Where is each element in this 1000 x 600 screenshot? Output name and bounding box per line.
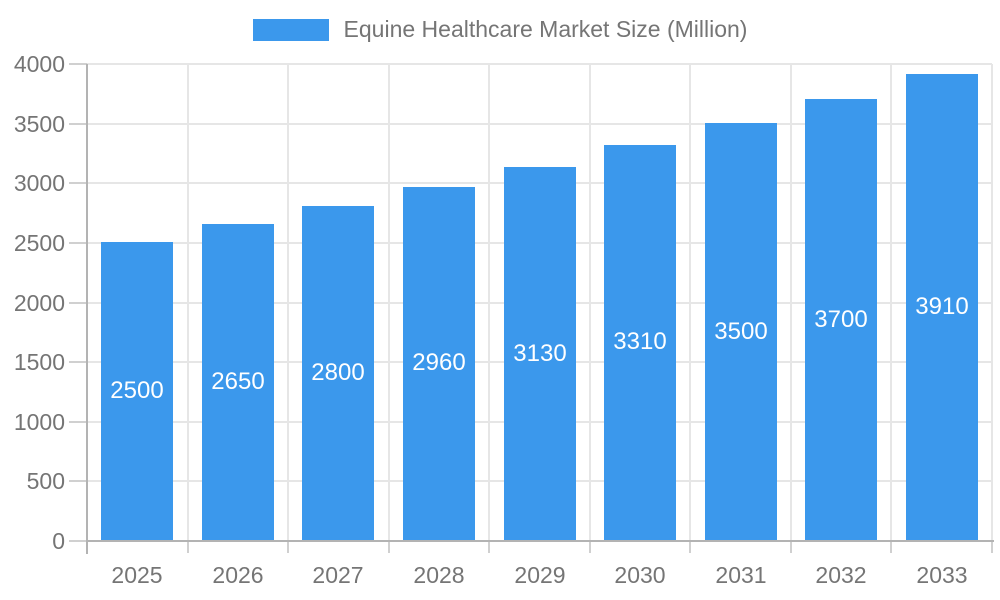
gridline — [87, 123, 992, 125]
bar-value-label: 2500 — [110, 377, 164, 404]
bar-value-label: 3700 — [814, 306, 868, 333]
bar-2028[interactable]: 2960 — [403, 187, 475, 540]
bar-value-label: 2650 — [211, 368, 265, 395]
bar-value-label: 2800 — [311, 359, 365, 386]
y-tick — [69, 242, 87, 244]
gridline — [689, 64, 691, 541]
x-axis-label: 2029 — [514, 562, 566, 588]
gridline — [287, 64, 289, 541]
x-axis-label: 2025 — [111, 562, 163, 588]
y-tick — [69, 421, 87, 423]
x-tick — [991, 541, 993, 553]
bar-2031[interactable]: 3500 — [705, 123, 777, 540]
x-axis-label: 2028 — [413, 562, 465, 588]
gridline — [790, 64, 792, 541]
x-axis-line — [86, 540, 994, 542]
x-tick — [287, 541, 289, 553]
y-tick — [69, 540, 87, 542]
y-axis-label: 0 — [52, 528, 65, 554]
gridline — [589, 64, 591, 541]
bar-2030[interactable]: 3310 — [604, 145, 676, 540]
y-axis-label: 3500 — [13, 111, 65, 137]
x-tick — [790, 541, 792, 553]
x-tick — [589, 541, 591, 553]
gridline — [388, 64, 390, 541]
bar-value-label: 3500 — [714, 318, 768, 345]
x-tick — [488, 541, 490, 553]
y-tick — [69, 123, 87, 125]
x-tick — [890, 541, 892, 553]
y-axis-label: 1000 — [13, 409, 65, 435]
bar-2029[interactable]: 3130 — [504, 167, 576, 540]
y-tick — [69, 361, 87, 363]
x-axis-label: 2030 — [614, 562, 666, 588]
x-tick — [187, 541, 189, 553]
y-tick — [69, 182, 87, 184]
x-axis-label: 2033 — [916, 562, 968, 588]
bar-value-label: 2960 — [412, 349, 466, 376]
bar-value-label: 3130 — [513, 340, 567, 367]
x-axis-label: 2031 — [715, 562, 767, 588]
gridline — [890, 64, 892, 541]
bar-value-label: 3310 — [613, 328, 667, 355]
bar-2025[interactable]: 2500 — [101, 242, 173, 540]
legend-label: Equine Healthcare Market Size (Million) — [343, 16, 748, 42]
y-tick — [69, 480, 87, 482]
x-tick — [689, 541, 691, 553]
gridline — [991, 64, 993, 541]
y-axis-label: 3000 — [13, 170, 65, 196]
bar-2027[interactable]: 2800 — [302, 206, 374, 540]
y-axis-line — [86, 64, 88, 554]
gridline — [187, 64, 189, 541]
x-axis-label: 2026 — [212, 562, 264, 588]
bar-value-label: 3910 — [915, 293, 969, 320]
y-axis-label: 2000 — [13, 290, 65, 316]
legend-swatch — [252, 18, 329, 41]
y-axis-label: 500 — [26, 468, 65, 494]
x-axis-label: 2027 — [312, 562, 364, 588]
bar-2032[interactable]: 3700 — [805, 99, 877, 540]
y-axis-label: 4000 — [13, 51, 65, 77]
gridline — [87, 63, 992, 65]
x-tick — [388, 541, 390, 553]
x-axis-label: 2032 — [815, 562, 867, 588]
y-tick — [69, 302, 87, 304]
y-tick — [69, 63, 87, 65]
y-axis-label: 2500 — [13, 230, 65, 256]
bar-2033[interactable]: 3910 — [906, 74, 978, 540]
legend-item[interactable]: Equine Healthcare Market Size (Million) — [0, 16, 1000, 43]
gridline — [488, 64, 490, 541]
bar-2026[interactable]: 2650 — [202, 224, 274, 540]
y-axis-label: 1500 — [13, 349, 65, 375]
